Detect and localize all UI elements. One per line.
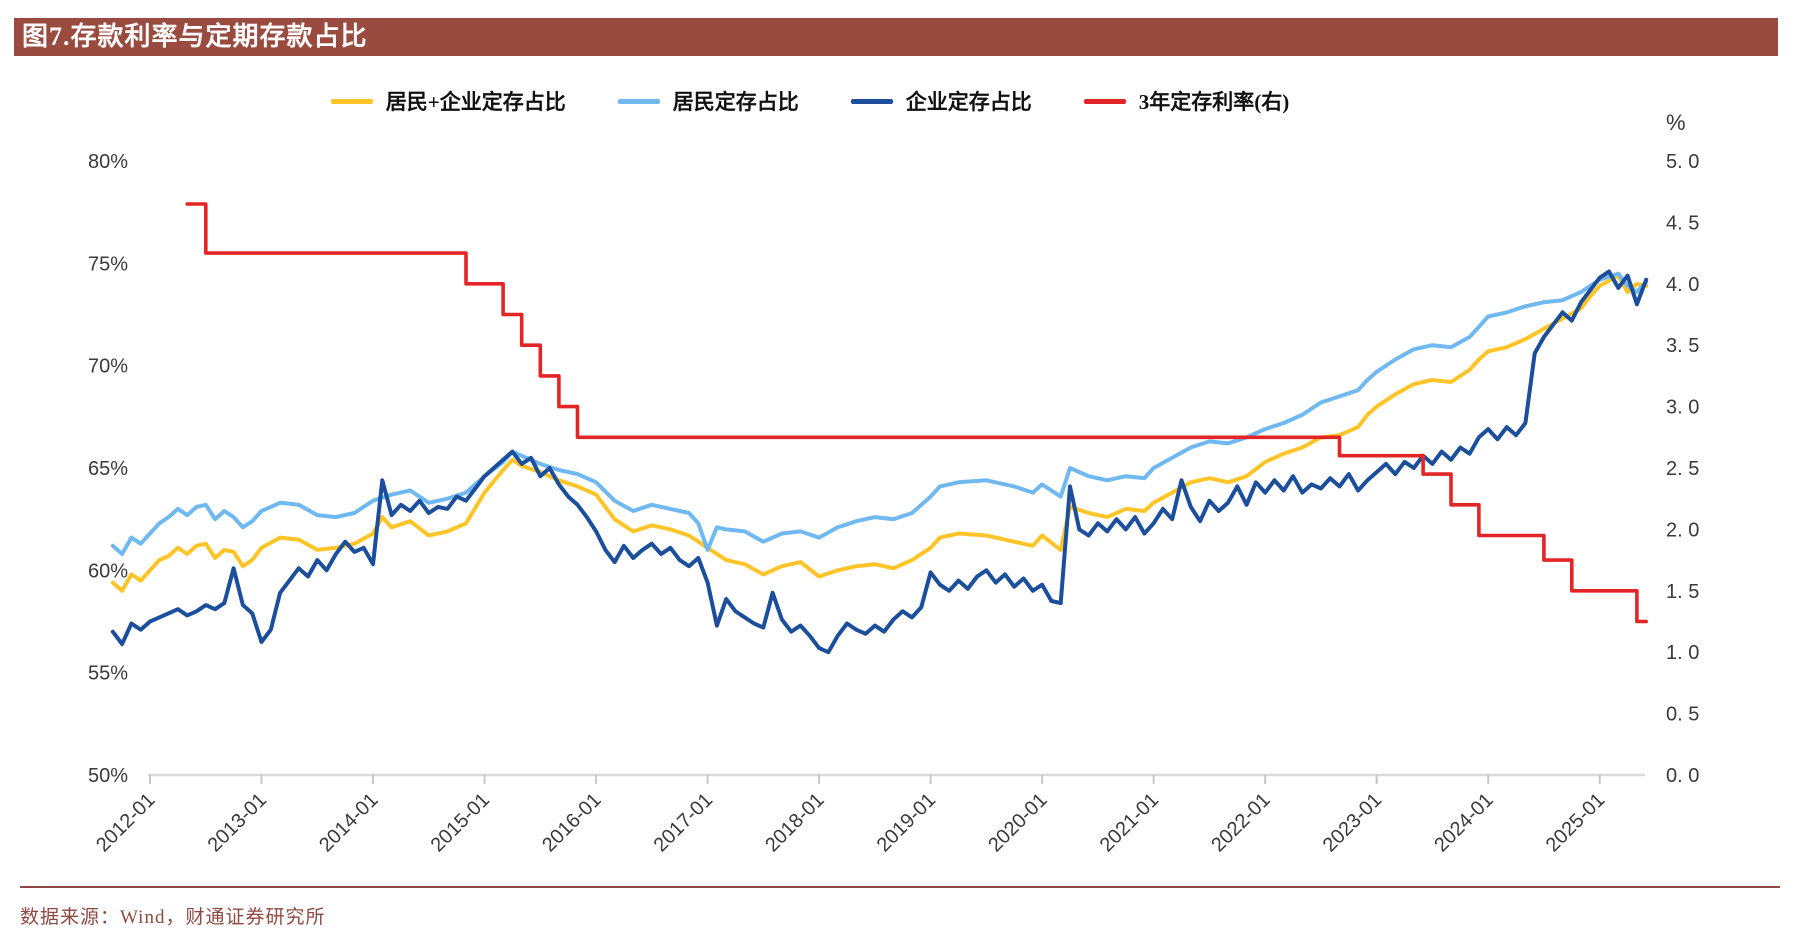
source-note: 数据来源：Wind，财通证券研究所 (20, 907, 326, 928)
legend-label: 3年定存利率(右) (1138, 90, 1290, 114)
legend-item-1: 居民+企业定存占比 (330, 86, 566, 116)
legend-label: 居民定存占比 (672, 90, 799, 114)
legend-item-2: 居民定存占比 (617, 86, 799, 116)
y-left-tick-label: 65% (88, 458, 128, 480)
x-tick-label: 2012-01 (92, 789, 159, 856)
x-tick-label: 2013-01 (204, 789, 271, 856)
x-tick-label: 2021-01 (1096, 789, 1163, 856)
legend-label: 居民+企业定存占比 (385, 90, 566, 114)
y-right-tick-label: 1. 5 (1666, 581, 1699, 603)
series-line-total (110, 273, 1649, 593)
x-tick-label: 2022-01 (1207, 789, 1274, 856)
y-right-tick-label: 0. 0 (1666, 765, 1699, 787)
series-line-resident (110, 271, 1649, 556)
legend-item-3: 企业定存占比 (850, 86, 1032, 116)
y-left-tick-label: 55% (88, 663, 128, 685)
figure-title: 图7.存款利率与定期存款占比 (22, 22, 368, 51)
y-right-tick-label: 1. 0 (1666, 642, 1699, 664)
y-right-tick-label: 2. 0 (1666, 519, 1699, 541)
y-right-tick-label: 3. 5 (1666, 335, 1699, 357)
source-divider (20, 886, 1780, 888)
x-tick-label: 2025-01 (1542, 789, 1609, 856)
x-tick-label: 2024-01 (1430, 789, 1497, 856)
legend-label: 企业定存占比 (905, 90, 1032, 114)
y-right-unit-label: % (1666, 110, 1686, 135)
x-tick-label: 2020-01 (984, 789, 1051, 856)
legend-swatch-icon (850, 98, 893, 104)
legend-item-4: 3年定存利率(右) (1083, 86, 1290, 116)
series-line-enterprise (110, 269, 1649, 655)
y-left-tick-label: 80% (88, 151, 128, 173)
y-left-tick-label: 50% (88, 765, 128, 787)
y-left-tick-label: 60% (88, 560, 128, 582)
x-tick-label: 2015-01 (427, 789, 494, 856)
y-right-tick-label: 4. 5 (1666, 212, 1699, 234)
legend-swatch-icon (330, 98, 373, 104)
legend-swatch-icon (617, 98, 660, 104)
y-right-tick-label: 3. 0 (1666, 397, 1699, 419)
legend-swatch-icon (1083, 98, 1126, 104)
x-tick-label: 2016-01 (538, 789, 605, 856)
x-tick-label: 2018-01 (761, 789, 828, 856)
series-line-rate3y (185, 202, 1648, 624)
y-right-tick-label: 0. 5 (1666, 704, 1699, 726)
y-right-tick-label: 5. 0 (1666, 151, 1699, 173)
y-left-tick-label: 75% (88, 253, 128, 275)
x-tick-label: 2023-01 (1319, 789, 1386, 856)
y-right-tick-label: 2. 5 (1666, 458, 1699, 480)
x-tick-label: 2014-01 (315, 789, 382, 856)
x-tick-label: 2019-01 (873, 789, 940, 856)
chart-legend: 居民+企业定存占比 居民定存占比 企业定存占比 3年定存利率(右) (150, 86, 1470, 116)
y-left-tick-label: 70% (88, 356, 128, 378)
figure-title-bar: 图7.存款利率与定期存款占比 (14, 18, 1778, 56)
x-tick-label: 2017-01 (650, 789, 717, 856)
y-right-tick-label: 4. 0 (1666, 274, 1699, 296)
